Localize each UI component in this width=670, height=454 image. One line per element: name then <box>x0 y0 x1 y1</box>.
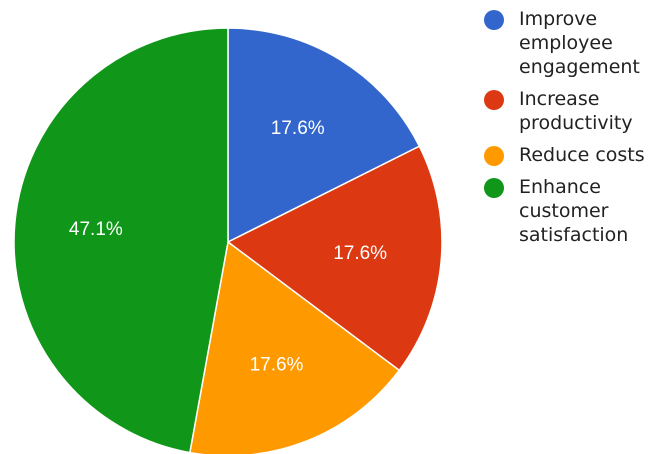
legend-label: Enhance customer satisfaction <box>519 176 629 246</box>
pie-slice-3 <box>13 27 229 454</box>
slice-value-label-1: 17.6% <box>333 243 387 264</box>
pie-value-labels: 17.6% 17.6% 17.6% 47.1% <box>69 118 387 375</box>
legend-label: Improve employee engagement <box>519 8 640 78</box>
legend-swatch-green <box>484 178 504 198</box>
legend-swatch-orange <box>484 146 504 166</box>
slice-value-label-2: 17.6% <box>250 355 304 376</box>
legend-label: Reduce costs <box>519 144 645 166</box>
pie-slice-2 <box>188 240 401 454</box>
pie-slices <box>13 27 443 454</box>
legend-label: Increase productivity <box>519 88 633 134</box>
pie-slice-0 <box>227 27 421 244</box>
pie-plot: 17.6% 17.6% 17.6% 47.1% <box>13 27 443 454</box>
legend: Improve employee engagement Increase pro… <box>483 7 670 255</box>
slice-value-label-0: 17.6% <box>271 118 325 139</box>
legend-swatch-blue <box>484 10 504 30</box>
legend-item-improve-employee-engagement: Improve employee engagement <box>483 7 670 79</box>
legend-swatch-red <box>484 90 504 110</box>
pie-slice-1 <box>226 145 443 372</box>
legend-item-enhance-customer-satisfaction: Enhance customer satisfaction <box>483 175 670 247</box>
slice-value-label-3: 47.1% <box>69 219 123 240</box>
legend-item-increase-productivity: Increase productivity <box>483 87 670 135</box>
legend-item-reduce-costs: Reduce costs <box>483 143 670 167</box>
